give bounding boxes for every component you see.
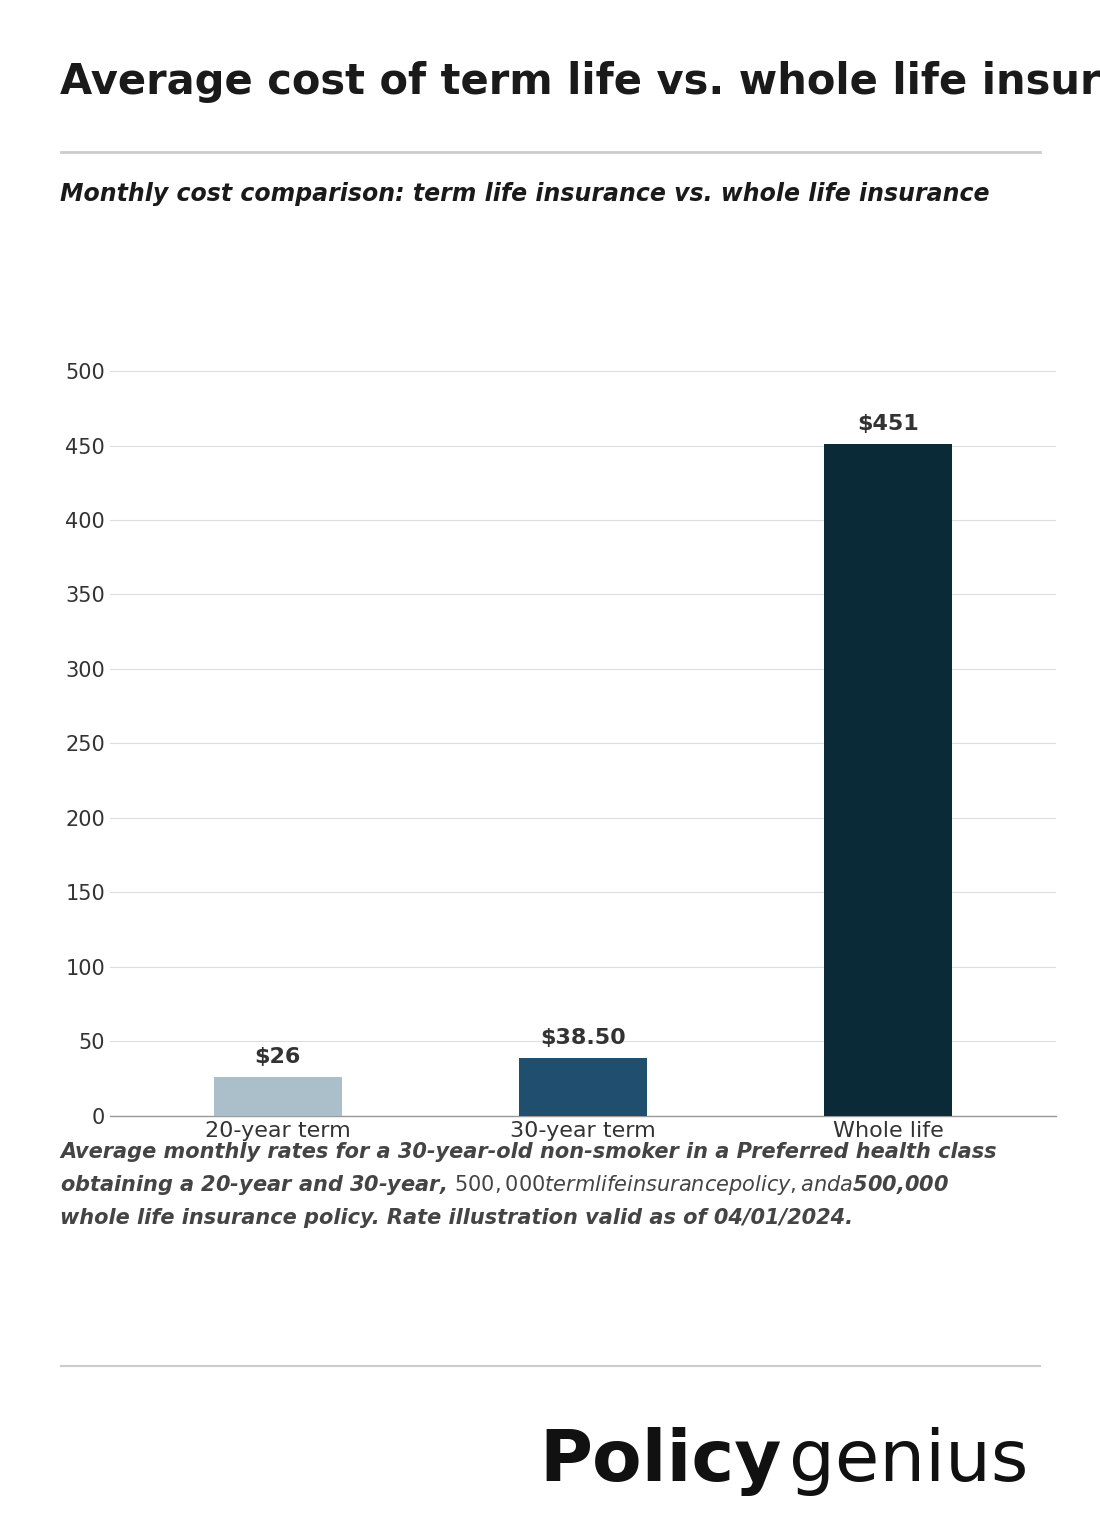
Text: Average cost of term life vs. whole life insurance: Average cost of term life vs. whole life… (60, 61, 1100, 103)
Text: $38.50: $38.50 (540, 1028, 626, 1047)
Bar (519, 1058, 647, 1116)
Text: Monthly cost comparison: term life insurance vs. whole life insurance: Monthly cost comparison: term life insur… (60, 182, 990, 206)
Text: $26: $26 (255, 1046, 301, 1067)
Text: genius: genius (789, 1427, 1028, 1495)
Text: Average monthly rates for a 30-year-old non-smoker in a Preferred health class
o: Average monthly rates for a 30-year-old … (60, 1142, 997, 1228)
Bar (824, 445, 953, 1116)
Text: $451: $451 (857, 413, 918, 434)
Text: Policy: Policy (539, 1427, 781, 1495)
Bar (213, 1076, 342, 1116)
